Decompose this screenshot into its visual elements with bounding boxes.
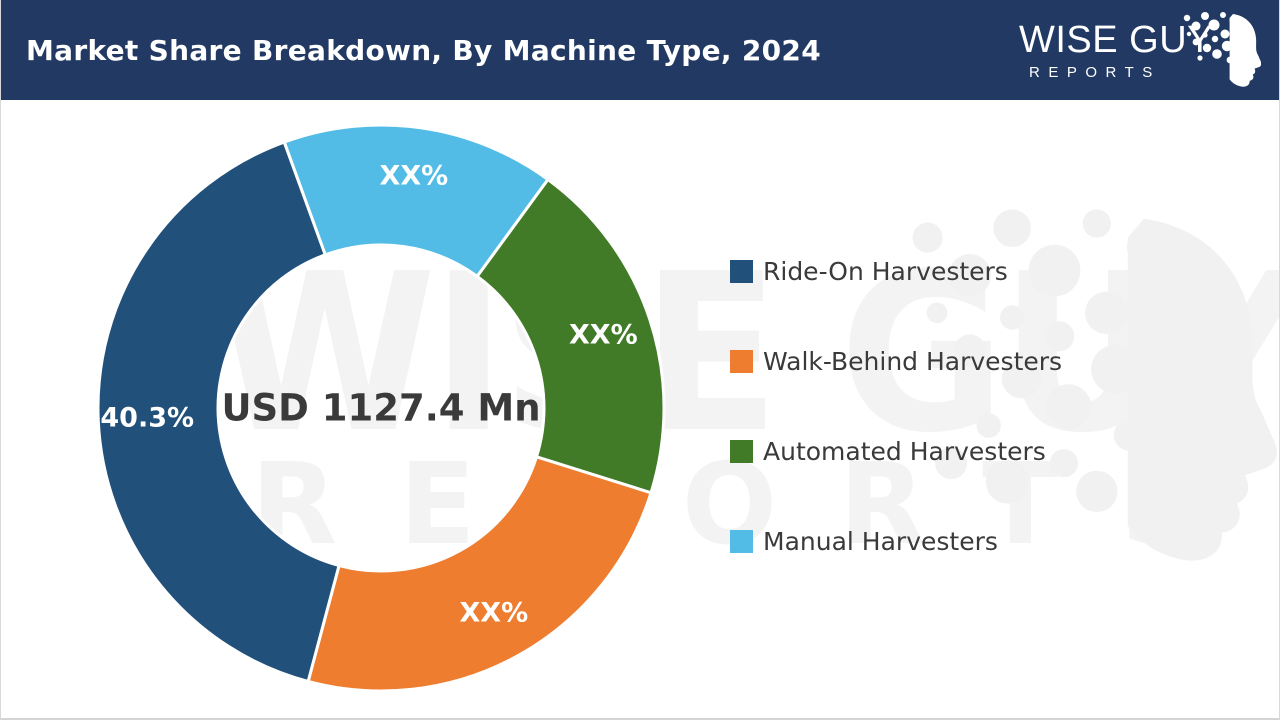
donut-segment-ride-on-harvesters — [96, 140, 341, 684]
chart-legend: Ride-On Harvesters Walk-Behind Harvester… — [730, 256, 1063, 556]
legend-label: Manual Harvesters — [763, 526, 998, 556]
donut-chart: USD 1127.4 Mn XX% XX% XX% 40.3% — [96, 123, 666, 693]
legend-swatch-ride-on — [730, 259, 753, 283]
header-bar: Market Share Breakdown, By Machine Type,… — [1, 0, 1279, 100]
legend-label: Walk-Behind Harvesters — [763, 346, 1063, 376]
legend-swatch-walk-behind — [730, 349, 753, 373]
logo-text-line2: REPORTS — [1029, 64, 1161, 81]
logo-text-line1: WISE GUY — [1019, 19, 1213, 61]
legend-item-manual: Manual Harvesters — [730, 526, 1062, 556]
slice-label-walk-behind-harvesters: XX% — [459, 597, 529, 629]
chart-canvas: WISE GUY REPORTS — [1, 100, 1279, 717]
legend-label: Automated Harvesters — [763, 436, 1046, 466]
legend-swatch-manual — [730, 529, 753, 553]
slice-label-manual-harvesters: XX% — [379, 160, 449, 192]
wise-guy-reports-logo: WISE GUY REPORTS — [1019, 12, 1261, 87]
donut-svg — [96, 123, 666, 693]
legend-label: Ride-On Harvesters — [763, 256, 1008, 286]
legend-item-walk-behind: Walk-Behind Harvesters — [730, 346, 1063, 376]
slice-label-automated-harvesters: XX% — [568, 319, 638, 351]
legend-swatch-automated — [730, 439, 753, 463]
logo-face-icon — [1229, 14, 1261, 87]
page-title: Market Share Breakdown, By Machine Type,… — [26, 33, 821, 67]
donut-center-value: USD 1127.4 Mn — [221, 386, 541, 430]
legend-item-automated: Automated Harvesters — [730, 436, 1062, 466]
donut-segment-automated-harvesters — [475, 177, 666, 495]
slice-label-ride-on-harvesters: 40.3% — [100, 402, 195, 434]
donut-segment-walk-behind-harvesters — [306, 454, 653, 693]
legend-item-ride-on: Ride-On Harvesters — [730, 256, 1062, 286]
